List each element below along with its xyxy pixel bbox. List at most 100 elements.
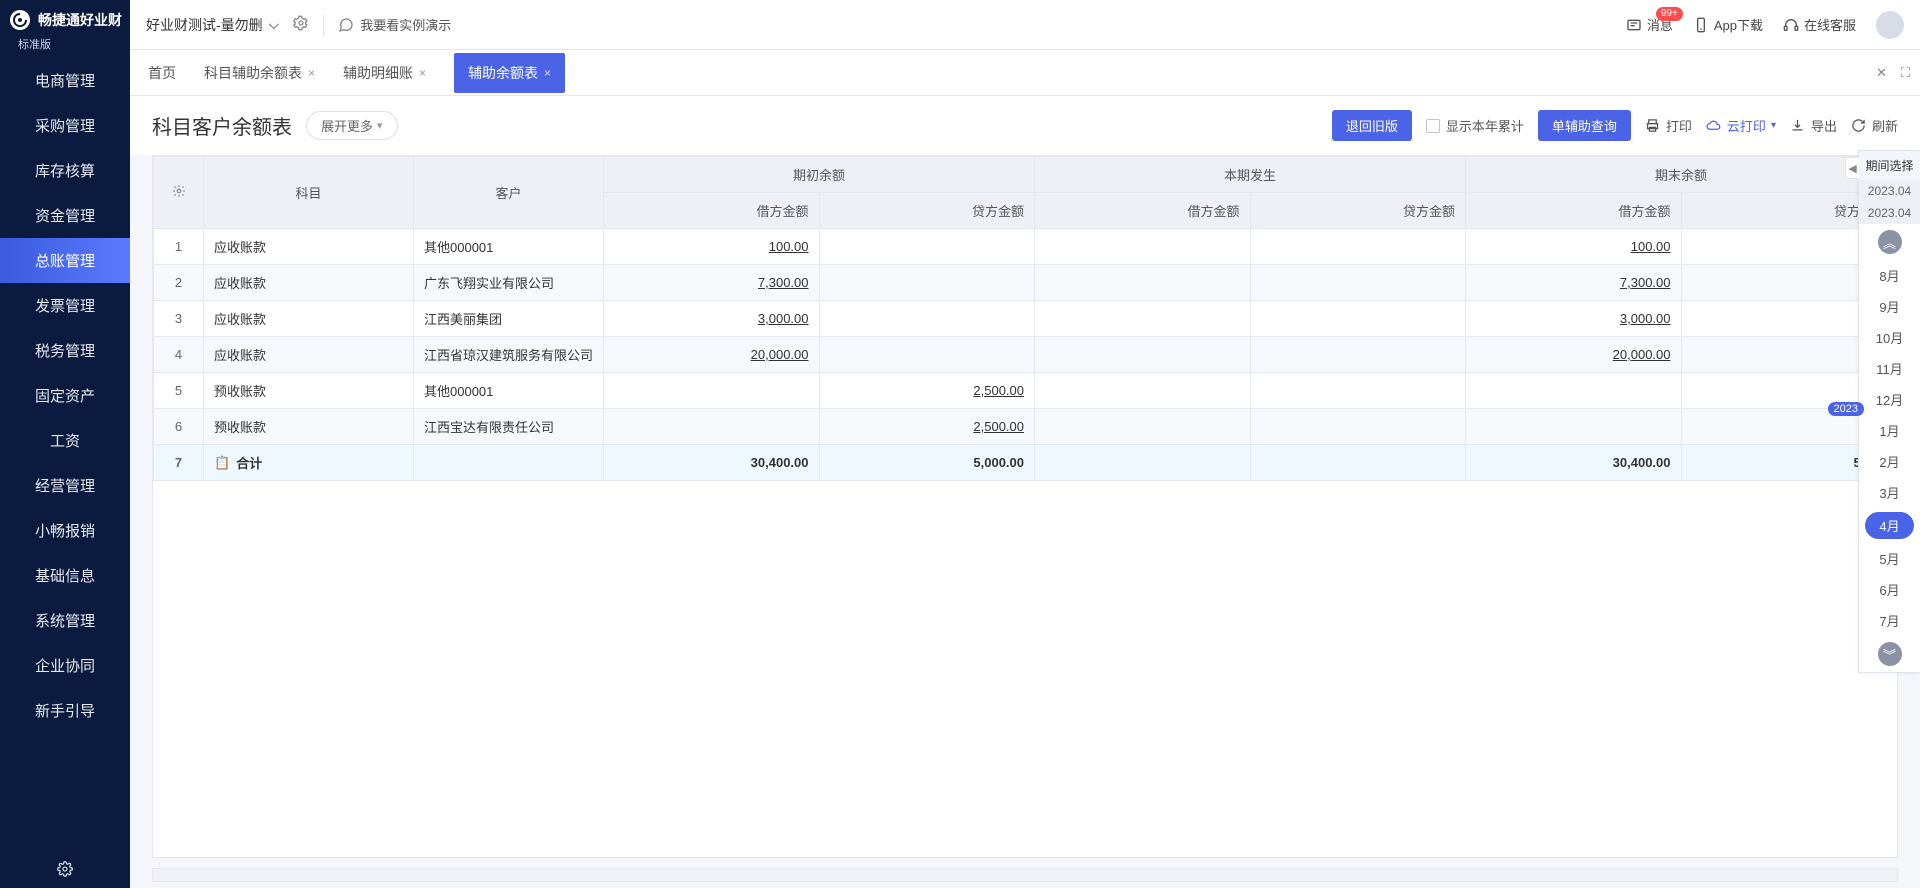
- messages-button[interactable]: 消息 99+: [1626, 15, 1673, 34]
- cell-amount[interactable]: 3,000.00: [604, 301, 820, 337]
- period-scroll-up-icon[interactable]: ︽: [1878, 230, 1902, 254]
- tab-close-icon[interactable]: ×: [544, 66, 551, 80]
- table-row[interactable]: 2应收账款广东飞翔实业有限公司7,300.007,300.00: [154, 265, 1897, 301]
- period-month[interactable]: 5月: [1859, 543, 1920, 574]
- table-row[interactable]: 6预收账款江西宝达有限责任公司2,500.002,50: [154, 409, 1897, 445]
- export-icon: [1790, 118, 1806, 134]
- cell-amount[interactable]: 3,000.00: [1466, 301, 1682, 337]
- cell-amount[interactable]: 7,300.00: [604, 265, 820, 301]
- cell-amount: [1035, 337, 1251, 373]
- horizontal-scrollbar[interactable]: [152, 868, 1898, 882]
- cloud-print-button[interactable]: 云打印 ▾: [1706, 116, 1776, 135]
- table-row[interactable]: 3应收账款江西美丽集团3,000.003,000.00: [154, 301, 1897, 337]
- brand-logo-icon: [8, 8, 32, 32]
- nav-item[interactable]: 发票管理: [0, 283, 130, 328]
- brand-name: 畅捷通好业财: [38, 10, 122, 30]
- user-avatar[interactable]: [1876, 11, 1904, 39]
- nav-item[interactable]: 经营管理: [0, 463, 130, 508]
- nav-item[interactable]: 税务管理: [0, 328, 130, 373]
- period-month[interactable]: 1月: [1859, 415, 1920, 446]
- nav-item[interactable]: 固定资产: [0, 373, 130, 418]
- customer-service-button[interactable]: 在线客服: [1783, 15, 1856, 34]
- divider: [323, 14, 324, 36]
- topbar: 好业财测试-量勿删 ⌵ 我要看实例演示 消息 99+: [130, 0, 1920, 50]
- cell-amount[interactable]: 20,000.00: [1466, 337, 1682, 373]
- period-month[interactable]: 8月: [1859, 260, 1920, 291]
- period-month[interactable]: 7月: [1859, 605, 1920, 636]
- period-month[interactable]: 10月: [1859, 322, 1920, 353]
- demo-label: 我要看实例演示: [360, 15, 451, 34]
- table-settings-header[interactable]: [154, 157, 204, 229]
- period-month[interactable]: 6月: [1859, 574, 1920, 605]
- nav-item[interactable]: 库存核算: [0, 148, 130, 193]
- single-aux-button[interactable]: 单辅助查询: [1538, 110, 1631, 141]
- cell-amount[interactable]: 100.00: [604, 229, 820, 265]
- refresh-button[interactable]: 刷新: [1851, 116, 1898, 135]
- nav-item[interactable]: 新手引导: [0, 688, 130, 733]
- fullscreen-icon[interactable]: ⛶: [1901, 65, 1910, 81]
- period-month[interactable]: 3月: [1859, 477, 1920, 508]
- sidebar-settings-icon[interactable]: [0, 853, 130, 888]
- tab-close-icon[interactable]: ×: [308, 66, 315, 80]
- chevron-down-icon: ▾: [1771, 120, 1776, 131]
- toolbar: 科目客户余额表 展开更多 ▾ 退回旧版 显示本年累计 单辅助查询 打印: [130, 96, 1920, 155]
- cell-amount[interactable]: 7,300.00: [1466, 265, 1682, 301]
- period-panel: ◀ 期间选择 2023.04 2023.04 ︽ 8月9月10月11月12月1月…: [1858, 150, 1920, 673]
- message-icon: [1626, 17, 1642, 33]
- header-group-closing: 期末余额: [1466, 157, 1897, 193]
- tab[interactable]: 辅助余额表×: [454, 53, 565, 93]
- cell-amount[interactable]: 100.00: [1466, 229, 1682, 265]
- table-row[interactable]: 4应收账款江西省琼汉建筑服务有限公司20,000.0020,000.00: [154, 337, 1897, 373]
- demo-link[interactable]: 我要看实例演示: [338, 15, 451, 34]
- cell-amount[interactable]: 20,000.00: [604, 337, 820, 373]
- period-month[interactable]: 12月: [1859, 384, 1920, 415]
- period-title: 期间选择: [1859, 151, 1920, 180]
- app-download-button[interactable]: App下载: [1693, 15, 1763, 34]
- print-button[interactable]: 打印: [1645, 116, 1692, 135]
- nav-item[interactable]: 资金管理: [0, 193, 130, 238]
- show-year-label: 显示本年累计: [1446, 116, 1524, 135]
- period-scroll-down-icon[interactable]: ︾: [1878, 642, 1902, 666]
- workspace-switcher[interactable]: 好业财测试-量勿删 ⌵: [146, 15, 279, 35]
- tab[interactable]: 首页: [148, 53, 176, 93]
- nav-item[interactable]: 采购管理: [0, 103, 130, 148]
- nav-item[interactable]: 基础信息: [0, 553, 130, 598]
- cell-amount: [819, 265, 1035, 301]
- tab-close-icon[interactable]: ✕: [1876, 65, 1887, 81]
- period-month[interactable]: 4月: [1865, 512, 1914, 539]
- period-month[interactable]: 11月: [1859, 353, 1920, 384]
- workspace-settings-icon[interactable]: [293, 15, 309, 34]
- col-subject: 科目: [204, 157, 414, 229]
- table-total-row: 7📋合计30,400.005,000.0030,400.005,000: [154, 445, 1897, 481]
- period-from[interactable]: 2023.04: [1859, 180, 1920, 202]
- cell-amount: [1250, 445, 1466, 481]
- tab[interactable]: 科目辅助余额表×: [204, 53, 315, 93]
- export-button[interactable]: 导出: [1790, 116, 1837, 135]
- cell-amount[interactable]: 2,500.00: [819, 373, 1035, 409]
- period-month[interactable]: 2月: [1859, 446, 1920, 477]
- back-old-button[interactable]: 退回旧版: [1332, 110, 1412, 141]
- nav-item[interactable]: 小畅报销: [0, 508, 130, 553]
- cell-amount[interactable]: 2,500.00: [819, 409, 1035, 445]
- nav-item[interactable]: 电商管理: [0, 58, 130, 103]
- show-year-checkbox[interactable]: 显示本年累计: [1426, 116, 1524, 135]
- expand-more-button[interactable]: 展开更多 ▾: [306, 111, 398, 140]
- cell-amount: [1035, 229, 1251, 265]
- nav-item[interactable]: 企业协同: [0, 643, 130, 688]
- nav-item[interactable]: 系统管理: [0, 598, 130, 643]
- expand-more-label: 展开更多: [321, 116, 373, 135]
- cell-amount: 30,400.00: [604, 445, 820, 481]
- table-row[interactable]: 5预收账款其他0000012,500.002,50: [154, 373, 1897, 409]
- table-row[interactable]: 1应收账款其他000001100.00100.00: [154, 229, 1897, 265]
- period-to[interactable]: 2023.04: [1859, 202, 1920, 224]
- period-month[interactable]: 9月: [1859, 291, 1920, 322]
- tab-close-icon[interactable]: ×: [419, 66, 426, 80]
- speech-icon: [338, 17, 354, 33]
- cell-amount: [1035, 373, 1251, 409]
- tab[interactable]: 辅助明细账×: [343, 53, 426, 93]
- nav-item[interactable]: 工资: [0, 418, 130, 463]
- period-collapse-icon[interactable]: ◀: [1845, 157, 1859, 179]
- brand-edition: 标准版: [0, 36, 130, 52]
- nav-item[interactable]: 总账管理: [0, 238, 130, 283]
- cell-customer: 江西宝达有限责任公司: [414, 409, 604, 445]
